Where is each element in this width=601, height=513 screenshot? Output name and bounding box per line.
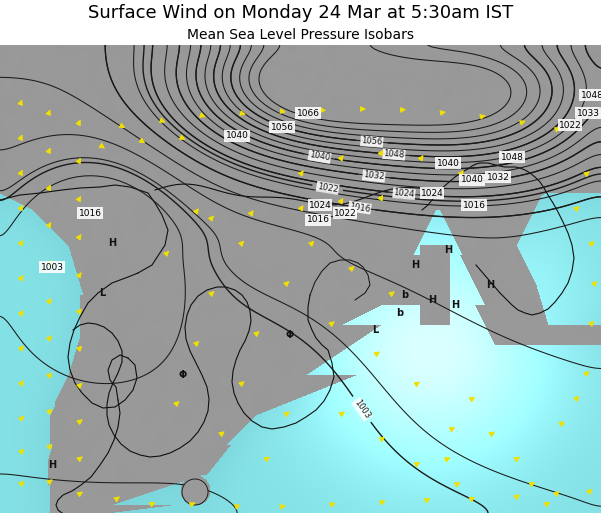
Text: 1040: 1040 — [436, 159, 459, 168]
Text: Φ: Φ — [179, 370, 187, 380]
Text: H: H — [444, 245, 452, 255]
Text: Φ: Φ — [286, 330, 294, 340]
Text: 1016: 1016 — [349, 202, 371, 213]
Text: 1022: 1022 — [317, 182, 339, 194]
Text: 1024: 1024 — [309, 201, 331, 209]
Text: b: b — [397, 308, 403, 318]
Text: 1032: 1032 — [363, 170, 385, 182]
Text: 1003: 1003 — [40, 263, 64, 271]
Text: 1022: 1022 — [334, 208, 356, 218]
Text: H: H — [411, 260, 419, 270]
Text: H: H — [486, 280, 494, 290]
Text: 1048: 1048 — [501, 152, 523, 162]
Text: L: L — [372, 325, 378, 335]
Text: 1056: 1056 — [361, 136, 383, 147]
Text: Surface Wind on Monday 24 Mar at 5:30am IST: Surface Wind on Monday 24 Mar at 5:30am … — [88, 5, 513, 23]
Text: H: H — [48, 460, 56, 470]
Text: 1016: 1016 — [463, 201, 486, 209]
Text: 1033: 1033 — [576, 109, 600, 117]
Text: 1022: 1022 — [558, 121, 581, 129]
Text: 1056: 1056 — [270, 123, 293, 131]
Text: 1048: 1048 — [581, 90, 601, 100]
Text: H: H — [428, 295, 436, 305]
Text: 1032: 1032 — [487, 172, 510, 182]
Text: H: H — [451, 300, 459, 310]
Text: 1066: 1066 — [296, 109, 320, 117]
Text: 1016: 1016 — [307, 215, 329, 225]
Text: 1048: 1048 — [383, 149, 405, 160]
Text: 1040: 1040 — [460, 175, 483, 185]
Text: Mean Sea Level Pressure Isobars: Mean Sea Level Pressure Isobars — [187, 28, 414, 42]
Text: 1024: 1024 — [393, 188, 415, 199]
Text: 1024: 1024 — [421, 188, 444, 198]
Text: 1003: 1003 — [352, 398, 371, 421]
Text: 1040: 1040 — [308, 150, 331, 163]
Circle shape — [182, 479, 208, 505]
Text: 1040: 1040 — [225, 131, 248, 141]
Text: L: L — [99, 288, 105, 298]
Text: b: b — [401, 290, 409, 300]
Text: 1016: 1016 — [79, 208, 102, 218]
Text: H: H — [108, 238, 116, 248]
